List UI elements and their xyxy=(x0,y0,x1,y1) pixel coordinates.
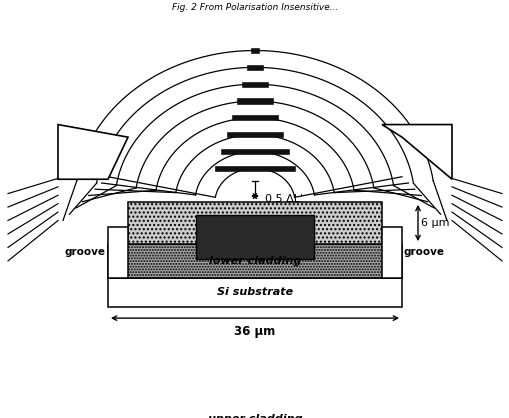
Bar xyxy=(108,227,128,278)
Bar xyxy=(108,278,401,307)
Text: Si substrate: Si substrate xyxy=(216,288,293,298)
Text: groove: groove xyxy=(65,247,106,257)
Bar xyxy=(232,115,277,120)
Bar xyxy=(227,132,282,137)
Polygon shape xyxy=(381,125,451,179)
Bar xyxy=(215,166,294,171)
Bar xyxy=(220,149,289,154)
Bar xyxy=(246,65,263,70)
Polygon shape xyxy=(58,125,128,179)
Text: upper cladding: upper cladding xyxy=(207,414,302,418)
Bar xyxy=(242,82,267,87)
Text: Fig. 2 From Polarisation Insensitive...: Fig. 2 From Polarisation Insensitive... xyxy=(172,3,337,13)
Text: 36 μm: 36 μm xyxy=(234,325,275,338)
Bar xyxy=(250,48,259,53)
Bar xyxy=(237,99,272,104)
Bar xyxy=(381,227,401,278)
Text: 6 μm: 6 μm xyxy=(420,218,448,228)
Bar xyxy=(195,214,314,259)
Text: 0.5 ΔL': 0.5 ΔL' xyxy=(265,194,302,204)
Text: lower cladding: lower cladding xyxy=(208,256,301,266)
Text: groove: groove xyxy=(403,247,444,257)
Bar xyxy=(108,244,401,278)
Bar xyxy=(128,202,381,244)
